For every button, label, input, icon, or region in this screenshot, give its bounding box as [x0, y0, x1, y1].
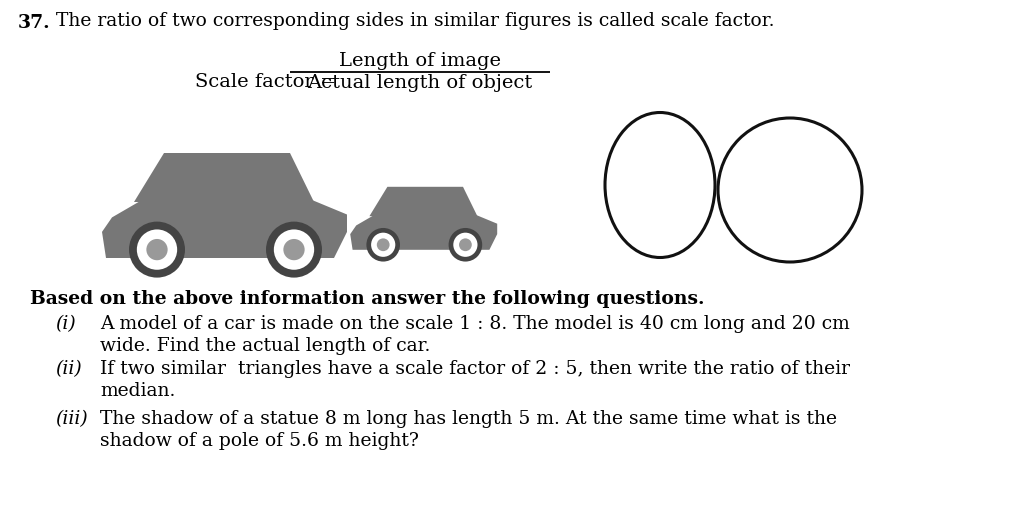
- Text: (i): (i): [55, 315, 76, 333]
- Circle shape: [367, 228, 400, 262]
- Ellipse shape: [605, 112, 715, 258]
- Text: If two similar  triangles have a scale factor of 2 : 5, then write the ratio of : If two similar triangles have a scale fa…: [100, 360, 850, 378]
- Text: wide. Find the actual length of car.: wide. Find the actual length of car.: [100, 337, 430, 355]
- Polygon shape: [134, 153, 314, 202]
- Text: Actual length of object: Actual length of object: [307, 74, 532, 92]
- Text: (ii): (ii): [55, 360, 82, 378]
- Text: 37.: 37.: [18, 14, 50, 32]
- Circle shape: [137, 230, 177, 270]
- Text: A model of a car is made on the scale 1 : 8. The model is 40 cm long and 20 cm: A model of a car is made on the scale 1 …: [100, 315, 850, 333]
- Text: (iii): (iii): [55, 410, 88, 428]
- Text: Based on the above information answer the following questions.: Based on the above information answer th…: [30, 290, 705, 308]
- Text: Length of image: Length of image: [339, 52, 501, 70]
- Circle shape: [273, 230, 314, 270]
- Text: median.: median.: [100, 382, 175, 400]
- Text: The ratio of two corresponding sides in similar figures is called scale factor.: The ratio of two corresponding sides in …: [50, 12, 774, 30]
- Circle shape: [266, 221, 322, 277]
- Text: shadow of a pole of 5.6 m height?: shadow of a pole of 5.6 m height?: [100, 432, 419, 450]
- Polygon shape: [350, 215, 498, 250]
- Circle shape: [718, 118, 862, 262]
- Circle shape: [284, 239, 305, 260]
- Circle shape: [129, 221, 185, 277]
- Circle shape: [454, 233, 477, 257]
- Circle shape: [146, 239, 168, 260]
- Text: The shadow of a statue 8 m long has length 5 m. At the same time what is the: The shadow of a statue 8 m long has leng…: [100, 410, 837, 428]
- Circle shape: [371, 233, 395, 257]
- Circle shape: [377, 238, 389, 251]
- Text: Scale factor =: Scale factor =: [195, 73, 343, 91]
- Circle shape: [449, 228, 482, 262]
- Circle shape: [459, 238, 472, 251]
- Polygon shape: [370, 187, 477, 216]
- Polygon shape: [102, 200, 347, 258]
